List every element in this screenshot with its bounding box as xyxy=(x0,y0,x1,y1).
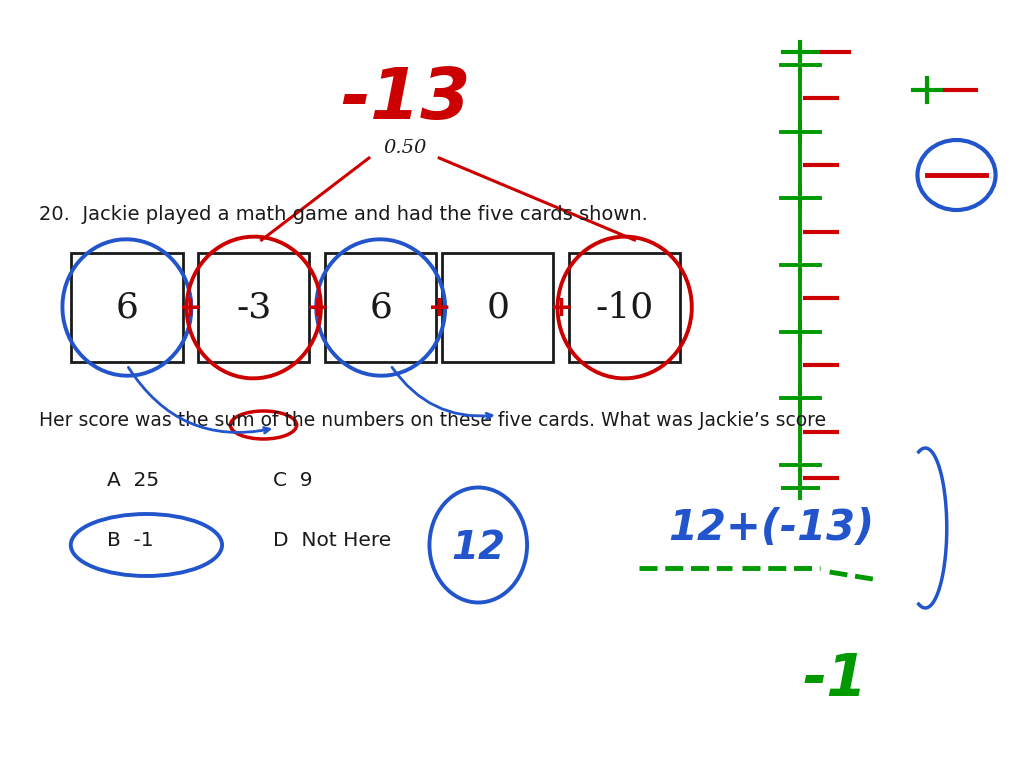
FancyBboxPatch shape xyxy=(569,253,680,362)
Text: +: + xyxy=(428,293,451,322)
Text: -10: -10 xyxy=(596,290,653,325)
Text: 12: 12 xyxy=(452,529,505,567)
FancyBboxPatch shape xyxy=(198,253,309,362)
Text: -13: -13 xyxy=(340,65,470,134)
FancyBboxPatch shape xyxy=(325,253,436,362)
Text: A  25: A 25 xyxy=(108,471,160,489)
Text: 0: 0 xyxy=(486,290,509,325)
Text: 20.  Jackie played a math game and had the five cards shown.: 20. Jackie played a math game and had th… xyxy=(39,206,648,224)
Text: Her score was the sum of the numbers on these five cards. What was Jackie’s scor: Her score was the sum of the numbers on … xyxy=(39,411,826,429)
Text: B  -1: B -1 xyxy=(108,531,154,549)
Text: D  Not Here: D Not Here xyxy=(273,531,391,549)
Text: 0.50: 0.50 xyxy=(383,139,427,157)
Text: 6: 6 xyxy=(370,290,392,325)
Text: -3: -3 xyxy=(237,290,271,325)
FancyBboxPatch shape xyxy=(442,253,553,362)
Text: -1: -1 xyxy=(802,651,867,709)
Text: +: + xyxy=(550,293,572,322)
Text: 12+(-13): 12+(-13) xyxy=(668,507,874,549)
Text: +: + xyxy=(178,293,202,322)
Text: C  9: C 9 xyxy=(273,471,312,489)
Text: +: + xyxy=(305,293,329,322)
Text: 6: 6 xyxy=(116,290,138,325)
FancyBboxPatch shape xyxy=(72,253,182,362)
